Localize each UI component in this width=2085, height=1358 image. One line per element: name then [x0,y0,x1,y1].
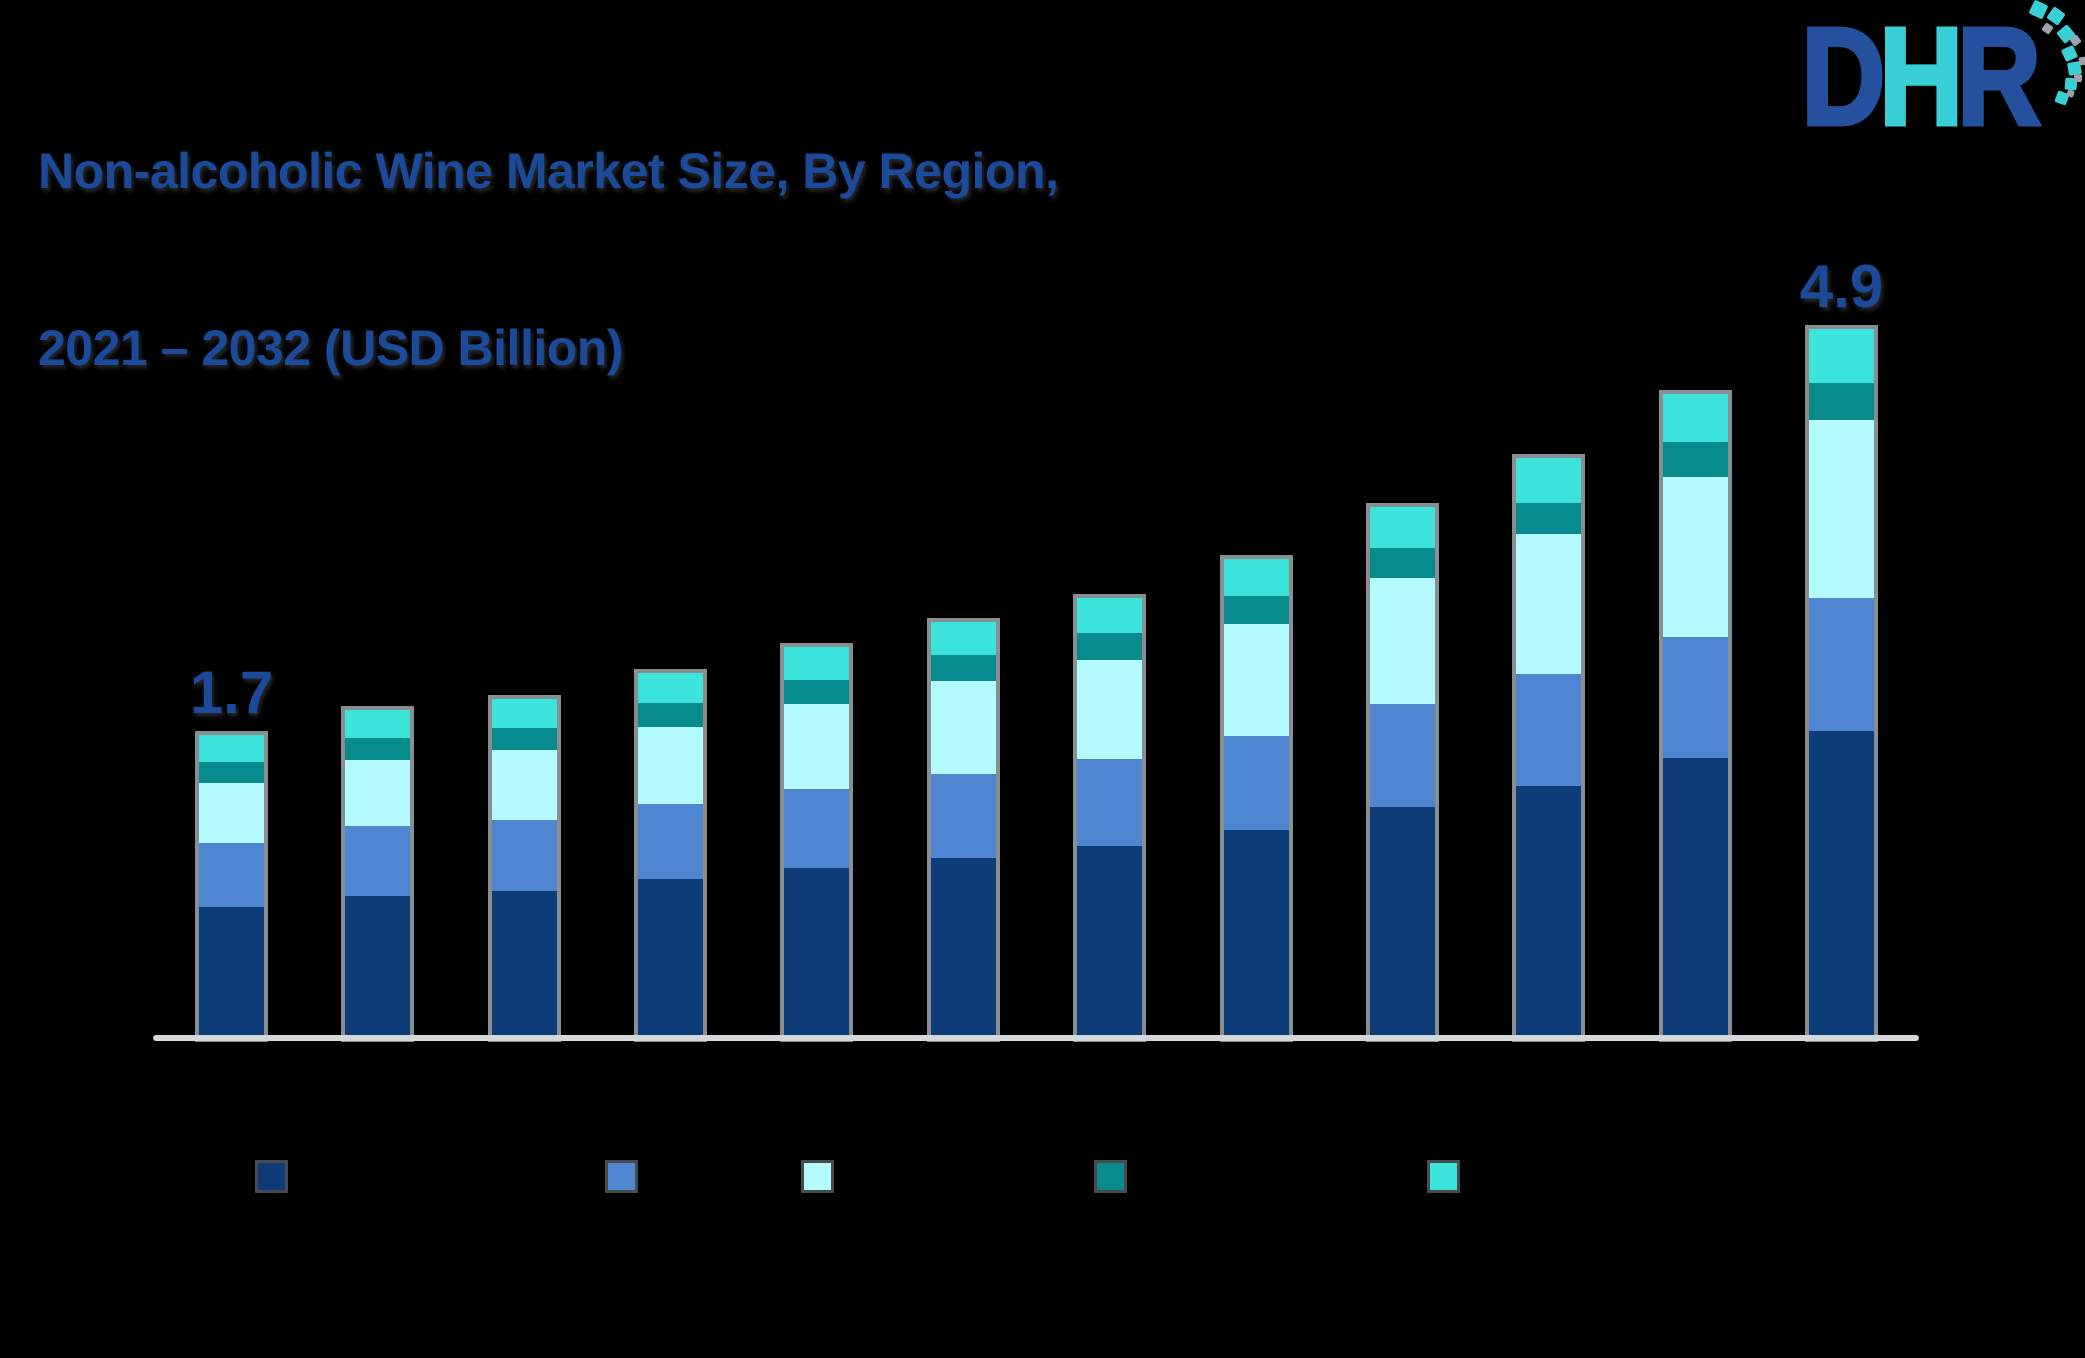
bar-2022-segment-5-turquoise [345,709,411,738]
bar-2031-segment-5-turquoise [1662,393,1728,442]
bar-2025 [780,642,854,1042]
bar-2024 [634,669,708,1042]
bar-2028-segment-3-pale-cyan [1223,623,1289,736]
bar-2028-segment-5-turquoise [1223,558,1289,596]
chart-title-line1: Non-alcoholic Wine Market Size, By Regio… [38,143,1059,199]
bar-2027 [1073,593,1147,1042]
bar-2021-segment-5-turquoise [199,735,264,762]
bar-2026-segment-1-dark-navy [930,857,996,1038]
bar-2021-segment-3-pale-cyan [199,783,264,843]
legend-swatch-2 [605,1160,638,1193]
bar-2027-segment-1-dark-navy [1077,846,1143,1038]
value-label-2021: 1.7 [189,659,274,727]
chart-title: Non-alcoholic Wine Market Size, By Regio… [38,24,1059,437]
bar-2031 [1658,389,1732,1042]
bar-2026-segment-3-pale-cyan [930,681,996,775]
bar-2024-segment-3-pale-cyan [638,726,704,804]
bar-2022-segment-2-medium-blue [345,826,411,896]
bar-2029-segment-4-teal [1369,548,1435,579]
legend-swatch-4 [1094,1160,1127,1193]
chart-title-line2: 2021 – 2032 (USD Billion) [38,320,623,376]
bar-2029 [1365,503,1439,1042]
bar-2024-segment-5-turquoise [638,673,704,704]
bar-2029-segment-3-pale-cyan [1369,578,1435,705]
bar-2025-segment-1-dark-navy [784,867,850,1038]
bar-2031-segment-3-pale-cyan [1662,477,1728,637]
bar-2026-segment-4-teal [930,655,996,682]
bar-2029-segment-2-medium-blue [1369,704,1435,808]
bar-2021-segment-2-medium-blue [199,842,264,908]
bar-2022-segment-4-teal [345,737,411,761]
bar-2032-segment-1-dark-navy [1808,730,1874,1038]
bar-2027-segment-3-pale-cyan [1077,659,1143,760]
bar-2023-segment-3-pale-cyan [491,749,557,821]
bar-2030-segment-2-medium-blue [1516,674,1582,786]
bar-2032-segment-5-turquoise [1808,329,1874,383]
bar-2032-segment-2-medium-blue [1808,597,1874,731]
legend-swatch-5 [1427,1160,1460,1193]
bar-2028-segment-2-medium-blue [1223,735,1289,831]
bar-2024-segment-1-dark-navy [638,879,704,1038]
bar-2027-segment-4-teal [1077,632,1143,660]
bar-2025-segment-2-medium-blue [784,789,850,868]
bar-2023-segment-2-medium-blue [491,820,557,891]
bar-2027-segment-5-turquoise [1077,597,1143,633]
bar-2023-segment-4-teal [491,727,557,750]
bar-2031-segment-4-teal [1662,441,1728,478]
bar-2025-segment-4-teal [784,679,850,705]
bar-2029-segment-5-turquoise [1369,507,1435,548]
logo-letter-R: R [1955,0,2043,154]
legend-swatch-1 [255,1160,288,1193]
bar-2030-segment-3-pale-cyan [1516,533,1582,675]
bar-2022 [341,705,415,1042]
bar-2022-segment-3-pale-cyan [345,760,411,827]
bar-2024-segment-2-medium-blue [638,803,704,880]
bar-2023 [487,694,561,1042]
bar-2027-segment-2-medium-blue [1077,759,1143,847]
x-axis-baseline [153,1035,1919,1041]
bar-2028 [1219,554,1293,1042]
bar-2021 [195,731,268,1042]
bar-2032-segment-4-teal [1808,382,1874,421]
bar-2025-segment-3-pale-cyan [784,704,850,790]
bar-2026 [926,617,1000,1042]
bar-2023-segment-5-turquoise [491,698,557,728]
logo-letter-D: D [1799,0,1887,154]
bar-2025-segment-5-turquoise [784,646,850,680]
bar-2028-segment-4-teal [1223,595,1289,624]
bar-2030 [1512,453,1586,1042]
bar-2026-segment-2-medium-blue [930,774,996,858]
bar-2021-segment-1-dark-navy [199,907,264,1038]
bar-2032 [1804,325,1878,1042]
value-label-2032: 4.9 [1799,253,1884,321]
bar-2028-segment-1-dark-navy [1223,830,1289,1038]
legend-swatch-3 [801,1160,834,1193]
bar-2023-segment-1-dark-navy [491,890,557,1038]
bar-2026-segment-5-turquoise [930,621,996,656]
bar-2032-segment-3-pale-cyan [1808,420,1874,598]
bar-2030-segment-4-teal [1516,502,1582,534]
bar-2031-segment-2-medium-blue [1662,636,1728,759]
logo-letter-H: H [1877,0,1965,154]
bar-2021-segment-4-teal [199,761,264,784]
bar-2031-segment-1-dark-navy [1662,758,1728,1038]
bar-2029-segment-1-dark-navy [1369,807,1435,1038]
bar-2030-segment-5-turquoise [1516,457,1582,503]
bar-2030-segment-1-dark-navy [1516,785,1582,1038]
bar-2022-segment-1-dark-navy [345,895,411,1038]
bar-2024-segment-4-teal [638,703,704,727]
